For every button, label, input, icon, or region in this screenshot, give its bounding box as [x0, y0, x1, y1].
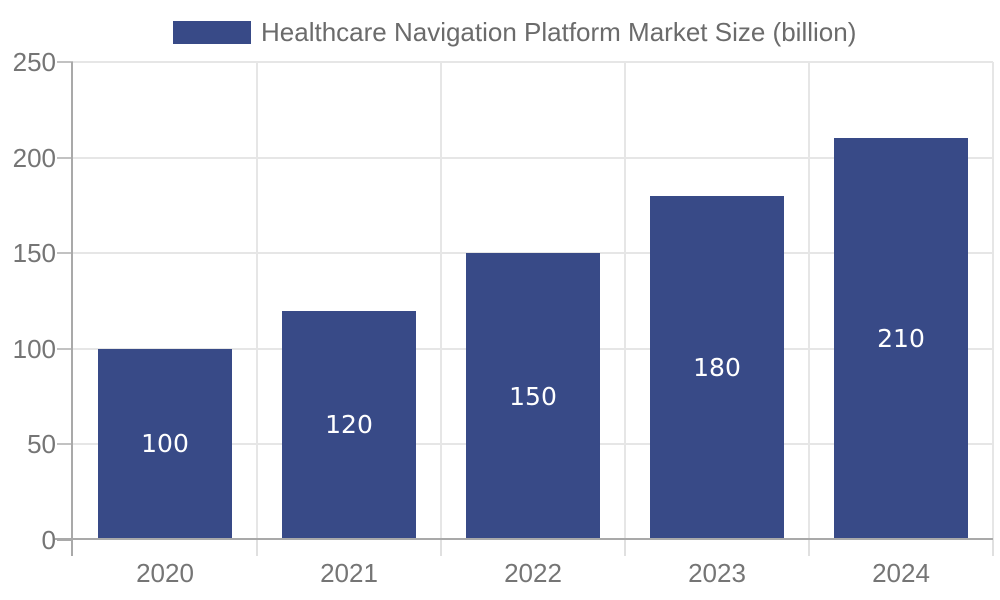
bar-2023: [650, 195, 784, 540]
h-gridline-200: [73, 156, 993, 159]
h-gridline-250: [73, 61, 993, 63]
legend: Healthcare Navigation Platform Market Si…: [173, 17, 857, 47]
y-tick-250: [57, 61, 73, 63]
x-axis: [55, 538, 993, 540]
x-tick-3: [624, 540, 626, 556]
x-tick-5: [992, 540, 994, 556]
y-axis: [71, 62, 73, 556]
y-tick-label-50: 50: [27, 429, 56, 460]
x-tick-2: [440, 540, 442, 556]
x-tick-label-2021: 2021: [320, 558, 378, 588]
bar-value-label-2023: 180: [693, 352, 741, 382]
bar-value-label-2021: 120: [325, 410, 373, 440]
legend-label: Healthcare Navigation Platform Market Si…: [261, 17, 857, 47]
bar-value-label-2024: 210: [877, 324, 925, 354]
y-tick-50: [57, 443, 73, 446]
bar-2024: [834, 138, 968, 540]
y-tick-150: [57, 252, 73, 255]
x-tick-label-2020: 2020: [136, 558, 194, 588]
v-gridline-3: [624, 62, 626, 540]
y-tick-label-200: 200: [12, 142, 56, 173]
y-tick-200: [57, 156, 73, 159]
legend-swatch: [173, 21, 251, 44]
y-tick-label-0: 0: [41, 525, 56, 555]
x-tick-label-2023: 2023: [688, 558, 746, 588]
y-tick-label-250: 250: [12, 47, 56, 77]
v-gridline-5: [992, 62, 994, 540]
y-tick-100: [57, 347, 73, 350]
bar-2022: [466, 253, 600, 540]
v-gridline-1: [256, 62, 258, 540]
bar-2021: [282, 310, 416, 540]
y-tick-label-100: 100: [12, 333, 56, 364]
x-tick-4: [808, 540, 810, 556]
x-tick-1: [256, 540, 258, 556]
bar-2020: [98, 348, 232, 540]
x-tick-label-2022: 2022: [504, 558, 562, 588]
v-gridline-4: [808, 62, 810, 540]
y-tick-0: [57, 539, 73, 541]
y-tick-label-150: 150: [12, 238, 56, 269]
v-gridline-2: [440, 62, 442, 540]
x-tick-label-2024: 2024: [872, 558, 930, 588]
bar-value-label-2022: 150: [509, 381, 557, 411]
bar-value-label-2020: 100: [141, 429, 189, 459]
